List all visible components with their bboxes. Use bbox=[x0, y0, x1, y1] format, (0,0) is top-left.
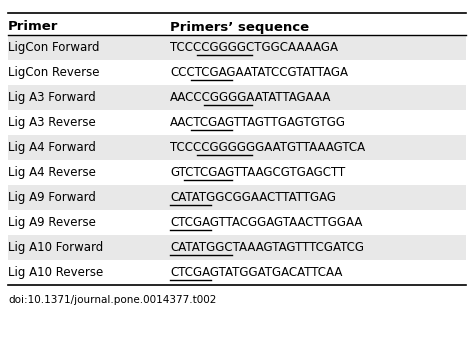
Text: Lig A4 Reverse: Lig A4 Reverse bbox=[8, 166, 96, 179]
Text: AACTCGAGTTAGTTGAGTGTGG: AACTCGAGTTAGTTGAGTGTGG bbox=[170, 116, 346, 129]
FancyBboxPatch shape bbox=[8, 110, 466, 135]
FancyBboxPatch shape bbox=[8, 210, 466, 235]
Text: Primers’ sequence: Primers’ sequence bbox=[170, 20, 309, 33]
FancyBboxPatch shape bbox=[8, 260, 466, 285]
Text: TCCCCGGGGCTGGCAAAAGA: TCCCCGGGGCTGGCAAAAGA bbox=[170, 41, 338, 54]
Text: Lig A10 Forward: Lig A10 Forward bbox=[8, 241, 103, 254]
FancyBboxPatch shape bbox=[8, 235, 466, 260]
Text: LigCon Reverse: LigCon Reverse bbox=[8, 66, 100, 79]
Text: doi:10.1371/journal.pone.0014377.t002: doi:10.1371/journal.pone.0014377.t002 bbox=[8, 295, 216, 305]
Text: GTCTCGAGTTAAGCGTGAGCTT: GTCTCGAGTTAAGCGTGAGCTT bbox=[170, 166, 345, 179]
Text: CTCGAGTATGGATGACATTCAA: CTCGAGTATGGATGACATTCAA bbox=[170, 266, 342, 279]
Text: Lig A3 Forward: Lig A3 Forward bbox=[8, 91, 96, 104]
Text: CCCTCGAGAATATCCGTATTAGA: CCCTCGAGAATATCCGTATTAGA bbox=[170, 66, 348, 79]
Text: CATATGGCTAAAGTAGTTTCGATCG: CATATGGCTAAAGTAGTTTCGATCG bbox=[170, 241, 364, 254]
FancyBboxPatch shape bbox=[8, 35, 466, 60]
FancyBboxPatch shape bbox=[8, 60, 466, 85]
FancyBboxPatch shape bbox=[8, 185, 466, 210]
Text: Lig A3 Reverse: Lig A3 Reverse bbox=[8, 116, 96, 129]
FancyBboxPatch shape bbox=[8, 160, 466, 185]
FancyBboxPatch shape bbox=[8, 85, 466, 110]
Text: Lig A9 Reverse: Lig A9 Reverse bbox=[8, 216, 96, 229]
Text: CATATGGCGGAACTTATTGAG: CATATGGCGGAACTTATTGAG bbox=[170, 191, 336, 204]
FancyBboxPatch shape bbox=[8, 135, 466, 160]
Text: Lig A4 Forward: Lig A4 Forward bbox=[8, 141, 96, 154]
Text: CTCGAGTTACGGAGTAACTTGGAA: CTCGAGTTACGGAGTAACTTGGAA bbox=[170, 216, 363, 229]
Text: Lig A10 Reverse: Lig A10 Reverse bbox=[8, 266, 103, 279]
Text: Lig A9 Forward: Lig A9 Forward bbox=[8, 191, 96, 204]
Text: AACCCGGGGAATATTAGAAA: AACCCGGGGAATATTAGAAA bbox=[170, 91, 331, 104]
Text: TCCCCGGGGGGAATGTTAAAGTCA: TCCCCGGGGGGAATGTTAAAGTCA bbox=[170, 141, 365, 154]
Text: LigCon Forward: LigCon Forward bbox=[8, 41, 100, 54]
Text: Primer: Primer bbox=[8, 20, 58, 33]
